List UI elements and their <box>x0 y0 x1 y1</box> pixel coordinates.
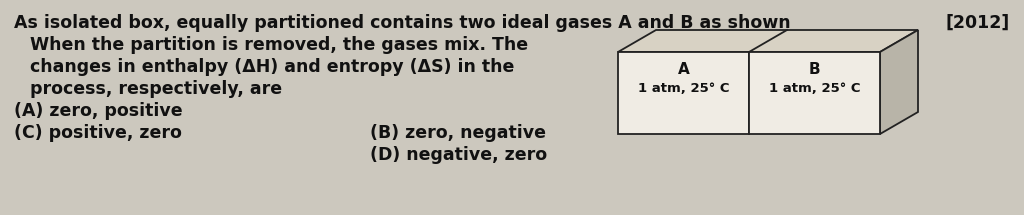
Polygon shape <box>618 30 918 52</box>
Text: As isolated box, equally partitioned contains two ideal gases A and B as shown: As isolated box, equally partitioned con… <box>14 14 791 32</box>
Text: 1 atm, 25° C: 1 atm, 25° C <box>769 82 860 95</box>
Bar <box>618 52 749 134</box>
Text: (B) zero, negative: (B) zero, negative <box>370 124 546 142</box>
Text: B: B <box>809 62 820 77</box>
Text: (A) zero, positive: (A) zero, positive <box>14 102 182 120</box>
Text: [2012]: [2012] <box>946 14 1010 32</box>
Text: 1 atm, 25° C: 1 atm, 25° C <box>638 82 729 95</box>
Polygon shape <box>880 30 918 134</box>
Text: (D) negative, zero: (D) negative, zero <box>370 146 547 164</box>
Text: (C) positive, zero: (C) positive, zero <box>14 124 182 142</box>
Text: When the partition is removed, the gases mix. The: When the partition is removed, the gases… <box>30 36 528 54</box>
Text: process, respectively, are: process, respectively, are <box>30 80 283 98</box>
Bar <box>749 52 880 134</box>
Text: A: A <box>678 62 689 77</box>
Text: changes in enthalpy (ΔH) and entropy (ΔS) in the: changes in enthalpy (ΔH) and entropy (ΔS… <box>30 58 514 76</box>
